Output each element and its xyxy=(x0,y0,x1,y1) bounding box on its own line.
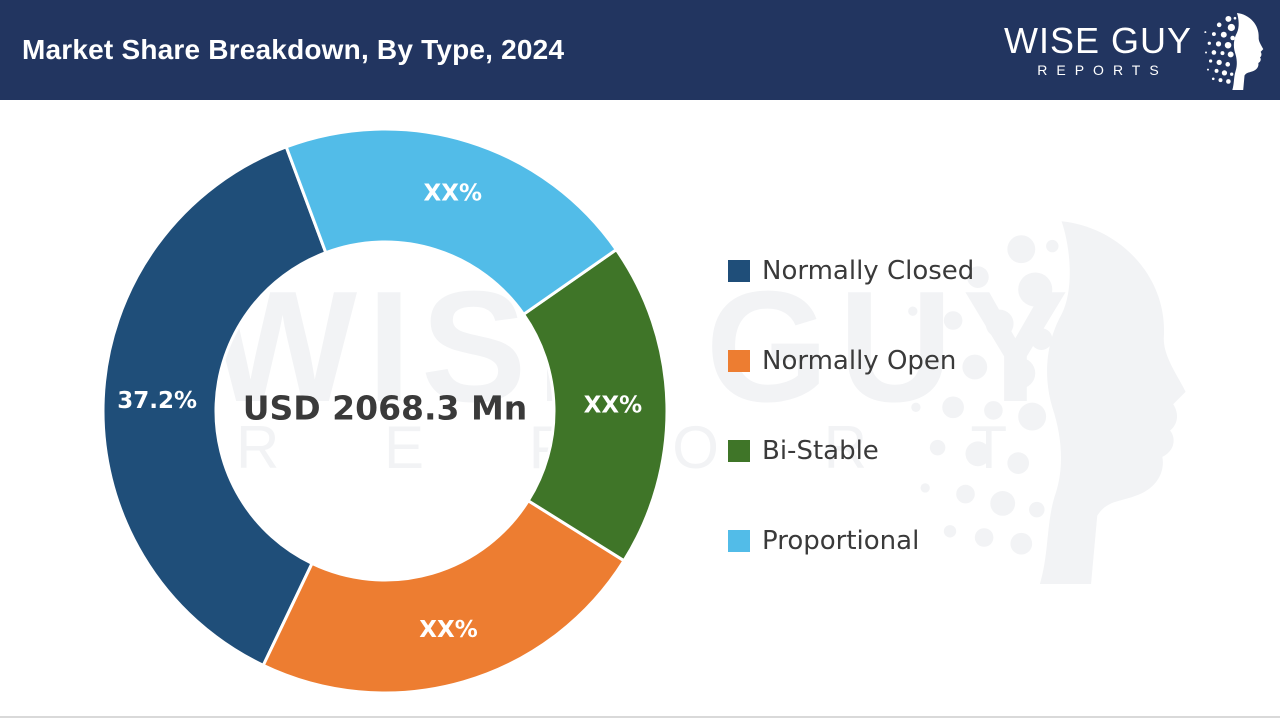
legend-label-normally-closed: Normally Closed xyxy=(762,256,975,286)
segment-value-label-normally-closed: 37.2% xyxy=(117,388,197,414)
brand-logo: WISE GUY REPORTS xyxy=(1004,11,1266,90)
brand-name: WISE GUY xyxy=(1003,20,1192,61)
legend-item-bi-stable: Bi-Stable xyxy=(728,436,974,466)
segment-value-label-bi-stable: XX% xyxy=(584,392,643,418)
chart-legend: Normally Closed Normally Open Bi-Stable Pro… xyxy=(728,256,975,556)
legend-label-normally-open: Normally Open xyxy=(762,346,957,376)
segment-value-label-normally-open: XX% xyxy=(419,617,478,643)
legend-item-normally-closed: Normally Closed xyxy=(728,256,975,286)
page-title: Market Share Breakdown, By Type, 2024 xyxy=(22,34,565,65)
header-bar: Market Share Breakdown, By Type, 2024 WI… xyxy=(0,0,1280,100)
legend-label-proportional: Proportional xyxy=(762,526,920,556)
donut-segment-proportional xyxy=(284,127,618,316)
legend-swatch-proportional xyxy=(728,530,750,552)
bottom-divider xyxy=(0,716,1280,718)
legend-swatch-bi-stable xyxy=(728,440,750,462)
legend-item-proportional: Proportional xyxy=(728,526,974,556)
legend-swatch-normally-closed xyxy=(728,260,750,282)
brand-subtitle: REPORTS xyxy=(1037,62,1168,78)
donut-segment-normally-closed xyxy=(101,145,328,667)
brand-face-icon xyxy=(1204,12,1264,90)
donut-segment-bi-stable xyxy=(522,248,669,563)
donut-segment-normally-open xyxy=(261,499,626,695)
donut-chart: 37.2% XX% XX% XX% xyxy=(101,127,669,695)
segment-value-label-proportional: XX% xyxy=(424,180,483,206)
legend-swatch-normally-open xyxy=(728,350,750,372)
legend-label-bi-stable: Bi-Stable xyxy=(762,436,879,466)
legend-item-normally-open: Normally Open xyxy=(728,346,974,376)
chart-center-value: USD 2068.3 Mn xyxy=(242,388,528,428)
